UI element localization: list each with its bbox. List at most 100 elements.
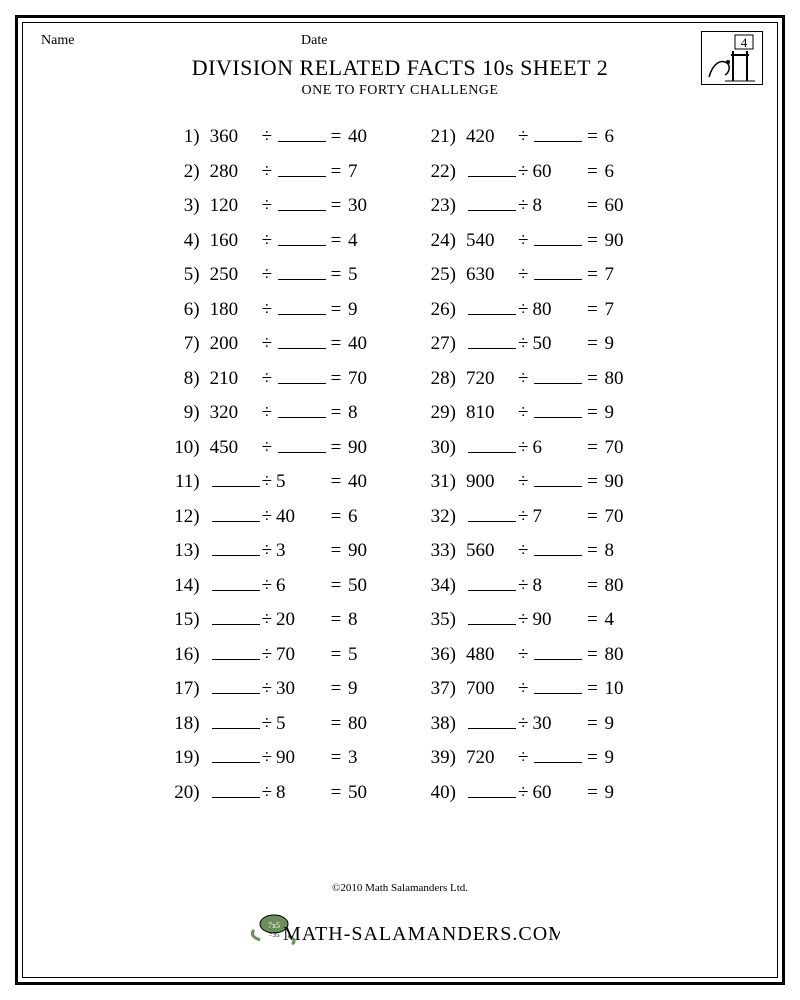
- divisor: 3: [276, 540, 324, 562]
- dividend: 250: [210, 264, 258, 286]
- problem-row: 19)÷90=3: [166, 744, 378, 769]
- problem-number: 2): [166, 161, 200, 183]
- problem-row: 2)280÷=7: [166, 158, 378, 183]
- equals-sign: =: [324, 747, 348, 769]
- equals-sign: =: [324, 575, 348, 597]
- problem-number: 9): [166, 402, 200, 424]
- result: 6: [348, 506, 378, 528]
- answer-blank[interactable]: [534, 365, 582, 384]
- answer-blank[interactable]: [212, 606, 260, 625]
- answer-blank[interactable]: [212, 537, 260, 556]
- answer-blank[interactable]: [468, 572, 516, 591]
- equals-sign: =: [324, 471, 348, 493]
- answer-blank[interactable]: [278, 330, 326, 349]
- result: 9: [604, 782, 634, 804]
- answer-blank[interactable]: [212, 675, 260, 694]
- result: 7: [604, 264, 634, 286]
- copyright-text: ©2010 Math Salamanders Ltd.: [23, 882, 777, 894]
- problem-row: 7)200÷=40: [166, 330, 378, 355]
- answer-blank[interactable]: [278, 192, 326, 211]
- answer-blank[interactable]: [468, 158, 516, 177]
- problem-row: 40)÷60=9: [422, 779, 634, 804]
- answer-blank[interactable]: [468, 606, 516, 625]
- answer-blank[interactable]: [212, 468, 260, 487]
- problem-row: 4)160÷=4: [166, 227, 378, 252]
- svg-text:7x5: 7x5: [268, 921, 280, 930]
- divisor: 8: [276, 782, 324, 804]
- problem-row: 25)630÷=7: [422, 261, 634, 286]
- answer-blank[interactable]: [534, 744, 582, 763]
- answer-blank[interactable]: [534, 227, 582, 246]
- dividend: 560: [466, 540, 514, 562]
- result: 6: [604, 161, 634, 183]
- answer-blank[interactable]: [468, 710, 516, 729]
- problem-number: 1): [166, 126, 200, 148]
- dividend: [466, 158, 514, 183]
- answer-blank[interactable]: [468, 434, 516, 453]
- equals-sign: =: [580, 678, 604, 700]
- result: 80: [348, 713, 378, 735]
- answer-blank[interactable]: [212, 744, 260, 763]
- svg-text:=35: =35: [269, 931, 280, 939]
- grade-badge: 4: [701, 31, 763, 85]
- answer-blank[interactable]: [212, 779, 260, 798]
- division-sign: ÷: [518, 575, 528, 597]
- footer: ©2010 Math Salamanders Ltd. 7x5 =35 MATH…: [23, 882, 777, 969]
- dividend: [466, 192, 514, 217]
- answer-blank[interactable]: [212, 503, 260, 522]
- problem-row: 21)420÷=6: [422, 123, 634, 148]
- problem-row: 15)÷20=8: [166, 606, 378, 631]
- answer-blank[interactable]: [534, 641, 582, 660]
- answer-blank[interactable]: [212, 641, 260, 660]
- problem-row: 35)÷90=4: [422, 606, 634, 631]
- result: 4: [604, 609, 634, 631]
- division-sign: ÷: [518, 437, 528, 459]
- answer-blank[interactable]: [278, 158, 326, 177]
- brand-logo-icon: 7x5 =35 MATH-SALAMANDERS.COM: [240, 894, 560, 964]
- division-sign: ÷: [518, 506, 528, 528]
- answer-blank[interactable]: [278, 434, 326, 453]
- answer-blank[interactable]: [468, 330, 516, 349]
- problem-row: 39)720÷=9: [422, 744, 634, 769]
- answer-blank[interactable]: [278, 296, 326, 315]
- dividend: 450: [210, 437, 258, 459]
- problem-number: 11): [166, 471, 200, 493]
- answer-blank[interactable]: [278, 261, 326, 280]
- answer-blank[interactable]: [278, 365, 326, 384]
- equals-sign: =: [324, 644, 348, 666]
- answer-blank[interactable]: [468, 192, 516, 211]
- divisor: [532, 227, 580, 252]
- answer-blank[interactable]: [468, 503, 516, 522]
- problem-row: 12)÷40=6: [166, 503, 378, 528]
- title-block: DIVISION RELATED FACTS 10s SHEET 2 ONE T…: [41, 55, 759, 99]
- equals-sign: =: [324, 678, 348, 700]
- answer-blank[interactable]: [278, 227, 326, 246]
- equals-sign: =: [580, 575, 604, 597]
- problem-row: 13)÷3=90: [166, 537, 378, 562]
- answer-blank[interactable]: [278, 399, 326, 418]
- divisor: 30: [276, 678, 324, 700]
- date-label: Date: [301, 33, 327, 49]
- answer-blank[interactable]: [212, 710, 260, 729]
- divisor: 60: [532, 161, 580, 183]
- division-sign: ÷: [262, 333, 272, 355]
- problem-number: 36): [422, 644, 456, 666]
- answer-blank[interactable]: [212, 572, 260, 591]
- problem-number: 13): [166, 540, 200, 562]
- answer-blank[interactable]: [534, 123, 582, 142]
- division-sign: ÷: [262, 195, 272, 217]
- division-sign: ÷: [518, 747, 528, 769]
- problem-number: 38): [422, 713, 456, 735]
- answer-blank[interactable]: [534, 537, 582, 556]
- divisor: 6: [276, 575, 324, 597]
- answer-blank[interactable]: [468, 296, 516, 315]
- answer-blank[interactable]: [278, 123, 326, 142]
- answer-blank[interactable]: [468, 779, 516, 798]
- answer-blank[interactable]: [534, 399, 582, 418]
- answer-blank[interactable]: [534, 261, 582, 280]
- divisor: 8: [532, 195, 580, 217]
- division-sign: ÷: [262, 299, 272, 321]
- answer-blank[interactable]: [534, 468, 582, 487]
- equals-sign: =: [580, 437, 604, 459]
- answer-blank[interactable]: [534, 675, 582, 694]
